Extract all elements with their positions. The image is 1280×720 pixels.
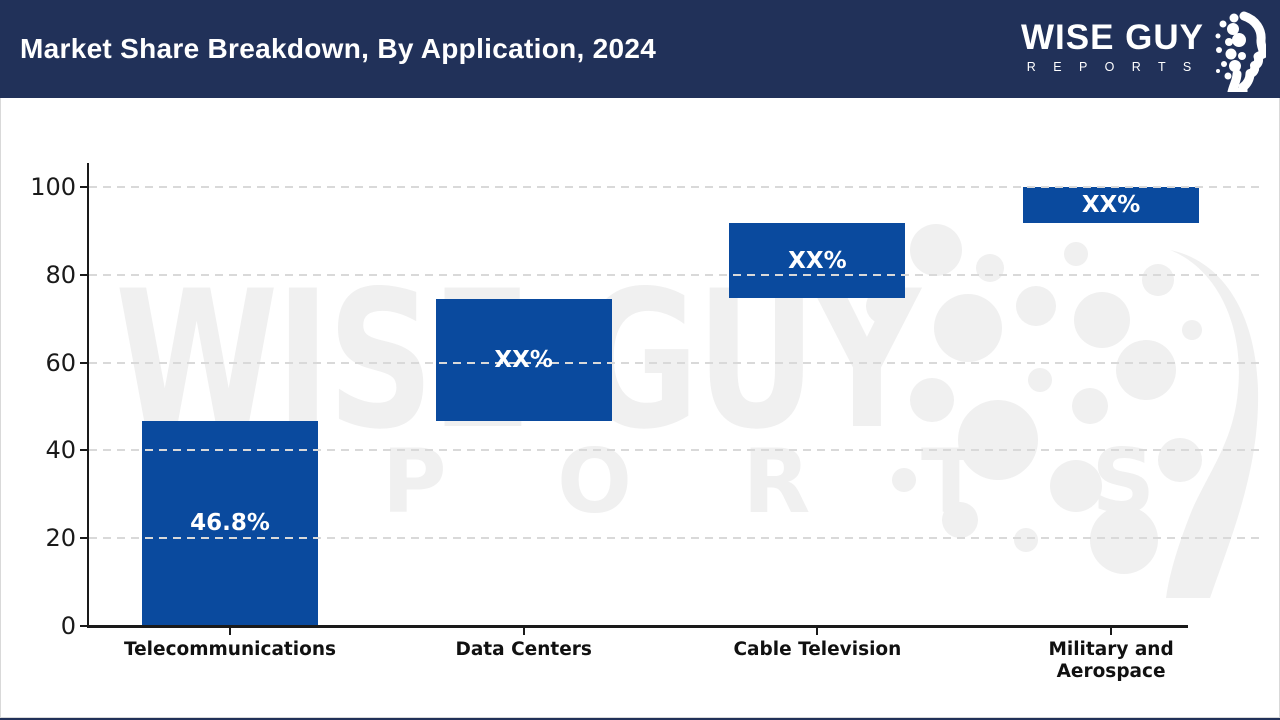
y-tick-label: 60 [45, 348, 76, 377]
y-tick-mark [80, 186, 88, 188]
x-axis-spine [87, 625, 1188, 628]
page-title: Market Share Breakdown, By Application, … [20, 33, 657, 64]
y-tick-mark [80, 625, 88, 627]
y-tick-label: 40 [45, 436, 76, 465]
bar-value-label: 46.8% [190, 510, 270, 537]
y-tick-label: 80 [45, 260, 76, 289]
y-tick-mark [80, 537, 88, 540]
bar [435, 298, 612, 421]
dotted-head-profile-icon [1215, 11, 1266, 92]
grid-line [89, 449, 1262, 452]
bar-value-label: XX% [788, 247, 847, 274]
x-tick-mark [229, 627, 231, 635]
header-bar: Market Share Breakdown, By Application, … [0, 0, 1280, 98]
grid-line [89, 361, 1262, 364]
y-tick-label: 100 [30, 173, 76, 201]
y-tick-mark [80, 449, 88, 452]
x-category-label: Cable Television [733, 639, 902, 660]
bar [729, 222, 906, 299]
grid-line [89, 186, 1262, 188]
x-tick-mark [522, 627, 525, 635]
brand-logo: WISE GUY R E P O R T S [1006, 6, 1266, 92]
y-tick-mark [80, 361, 88, 364]
x-tick-mark [1110, 627, 1113, 635]
y-tick-label: 20 [45, 524, 76, 553]
brand-logo-text: WISE GUY R E P O R T S [1021, 20, 1204, 74]
footer-strip [0, 718, 1280, 720]
x-tick-mark [816, 627, 819, 635]
y-tick-label: 0 [60, 612, 76, 640]
bar-value-label: XX% [1081, 191, 1141, 218]
x-category-label: Telecommunications [123, 639, 337, 660]
bar [1023, 187, 1200, 223]
x-category-label: Military and Aerospace [1048, 639, 1174, 682]
watermark-dotted-head-icon [866, 224, 1259, 598]
bar-value-label: XX% [494, 346, 553, 373]
grid-line [89, 537, 1262, 540]
brand-reports-text: R E P O R T S [1026, 60, 1199, 74]
x-category-label: Data Centers [455, 639, 592, 660]
brand-wordmark: WISE GUY [1020, 18, 1204, 57]
grid-line [89, 273, 1262, 276]
bar [142, 420, 318, 626]
y-axis-spine [87, 163, 89, 627]
y-tick-mark [80, 273, 88, 276]
